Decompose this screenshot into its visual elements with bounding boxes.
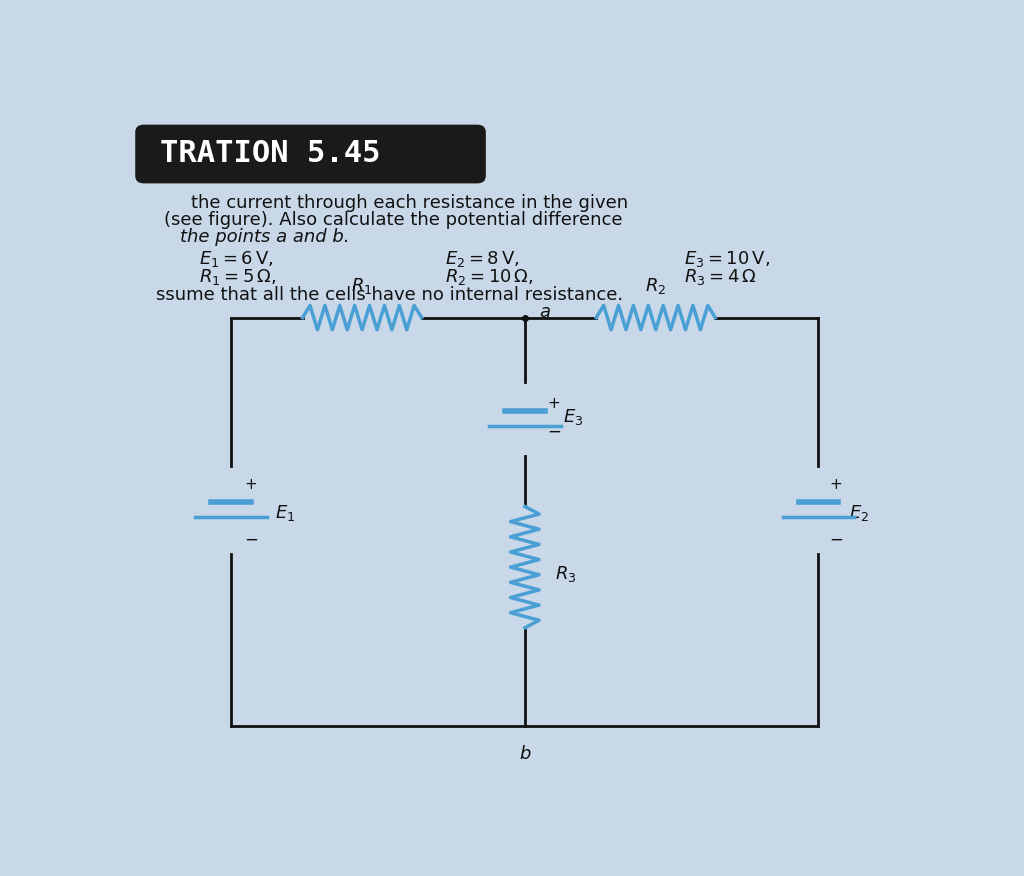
- Text: $+$: $+$: [829, 477, 843, 491]
- Text: $E_1$: $E_1$: [274, 503, 295, 523]
- Text: TRATION 5.45: TRATION 5.45: [160, 139, 380, 168]
- Text: (see figure). Also calculate the potential difference: (see figure). Also calculate the potenti…: [164, 211, 623, 229]
- Text: $R_1 = 5\,\Omega,$: $R_1 = 5\,\Omega,$: [200, 267, 276, 287]
- Text: $R_3$: $R_3$: [555, 564, 577, 584]
- Text: $R_1$: $R_1$: [351, 276, 373, 296]
- Text: $b$: $b$: [518, 745, 531, 763]
- Text: $R_3 = 4\,\Omega$: $R_3 = 4\,\Omega$: [684, 267, 756, 287]
- Text: $-$: $-$: [828, 529, 843, 548]
- Text: $E_2$: $E_2$: [849, 503, 868, 523]
- Text: $+$: $+$: [547, 397, 560, 412]
- Text: $+$: $+$: [245, 477, 258, 491]
- FancyBboxPatch shape: [136, 125, 485, 183]
- Text: $R_2 = 10\,\Omega,$: $R_2 = 10\,\Omega,$: [445, 267, 535, 287]
- Text: $E_3$: $E_3$: [563, 407, 584, 427]
- Text: $-$: $-$: [547, 422, 561, 440]
- Text: $a$: $a$: [539, 303, 551, 321]
- Text: ssume that all the cells have no internal resistance.: ssume that all the cells have no interna…: [156, 286, 623, 304]
- Text: the points a and b.: the points a and b.: [179, 228, 349, 246]
- Text: $E_3 = 10\,\mathrm{V},$: $E_3 = 10\,\mathrm{V},$: [684, 249, 770, 269]
- Text: $E_2 = 8\,\mathrm{V},$: $E_2 = 8\,\mathrm{V},$: [445, 249, 520, 269]
- Text: $-$: $-$: [244, 529, 258, 548]
- Text: the current through each resistance in the given: the current through each resistance in t…: [191, 194, 629, 212]
- Text: $E_1 = 6\,\mathrm{V},$: $E_1 = 6\,\mathrm{V},$: [200, 249, 274, 269]
- Text: $R_2$: $R_2$: [645, 276, 667, 296]
